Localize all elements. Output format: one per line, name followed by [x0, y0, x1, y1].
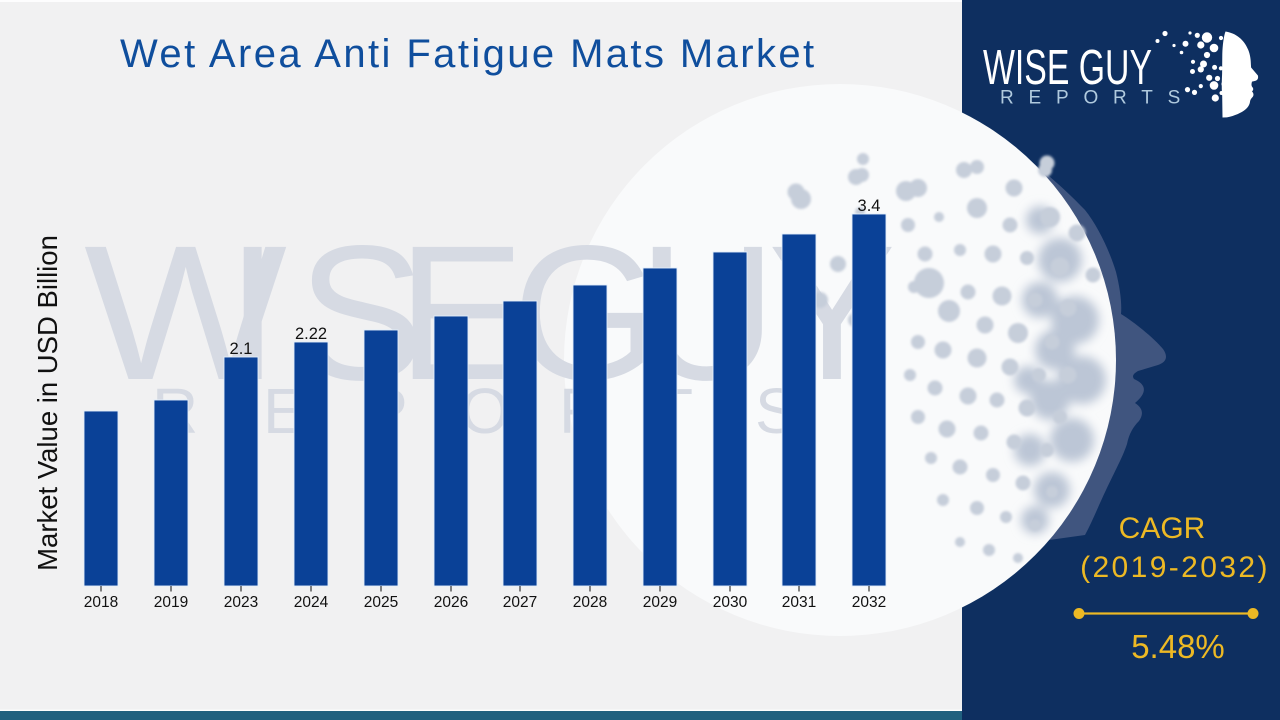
- svg-text:2023: 2023: [224, 594, 258, 611]
- svg-text:2030: 2030: [713, 594, 748, 611]
- svg-text:5.48%: 5.48%: [1131, 628, 1225, 665]
- svg-text:2026: 2026: [434, 594, 468, 611]
- svg-text:2027: 2027: [503, 594, 537, 611]
- svg-text:2025: 2025: [364, 594, 398, 611]
- svg-text:2018: 2018: [84, 594, 118, 611]
- svg-text:CAGR: CAGR: [1119, 512, 1206, 545]
- svg-text:2.1: 2.1: [230, 340, 253, 358]
- svg-text:2032: 2032: [852, 594, 886, 611]
- svg-text:2031: 2031: [782, 594, 816, 611]
- svg-text:REPORTS: REPORTS: [1000, 88, 1195, 109]
- svg-text:WISE GUY: WISE GUY: [983, 40, 1152, 95]
- svg-text:2028: 2028: [573, 594, 607, 611]
- svg-text:2.22: 2.22: [295, 325, 327, 343]
- svg-text:(2019-2032): (2019-2032): [1080, 551, 1270, 584]
- svg-text:2019: 2019: [154, 594, 188, 611]
- svg-text:Market Value in USD Billion: Market Value in USD Billion: [32, 235, 63, 571]
- svg-text:2024: 2024: [294, 594, 329, 611]
- svg-text:Wet Area Anti Fatigue Mats Mar: Wet Area Anti Fatigue Mats Market: [120, 32, 817, 76]
- svg-text:2029: 2029: [643, 594, 677, 611]
- svg-text:3.4: 3.4: [858, 197, 881, 215]
